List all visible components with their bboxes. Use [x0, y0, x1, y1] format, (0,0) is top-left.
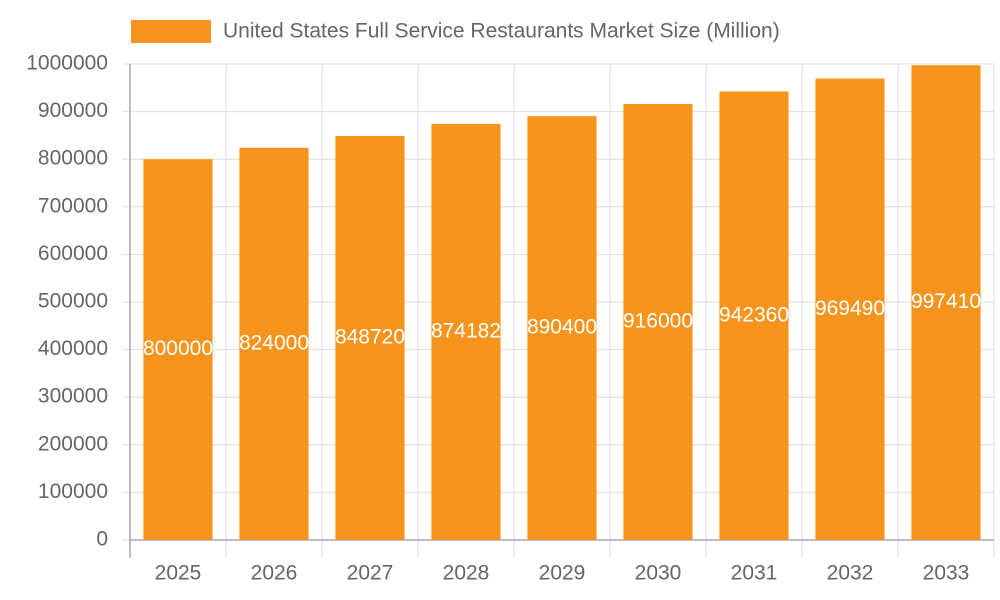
data-label: 800000 — [143, 337, 213, 360]
data-label: 997410 — [911, 290, 981, 313]
y-tick-label: 600000 — [38, 242, 108, 265]
y-tick-label: 900000 — [38, 99, 108, 122]
x-tick-label: 2025 — [155, 562, 202, 585]
bar — [719, 91, 789, 540]
x-tick-label: 2032 — [827, 562, 874, 585]
data-label: 824000 — [239, 331, 309, 354]
y-tick-label: 500000 — [38, 290, 108, 313]
x-tick-label: 2031 — [731, 562, 778, 585]
y-tick-label: 400000 — [38, 337, 108, 360]
bar — [815, 78, 885, 540]
bar — [911, 65, 981, 540]
bar — [527, 116, 597, 540]
y-tick-label: 700000 — [38, 194, 108, 217]
x-tick-label: 2033 — [923, 562, 970, 585]
bar — [143, 159, 213, 540]
y-tick-label: 300000 — [38, 385, 108, 408]
y-tick-label: 0 — [96, 528, 108, 551]
y-tick-label: 200000 — [38, 432, 108, 455]
legend-label: United States Full Service Restaurants M… — [223, 20, 780, 43]
legend-swatch — [131, 20, 211, 43]
y-tick-label: 800000 — [38, 147, 108, 170]
bar — [431, 123, 501, 540]
data-label: 848720 — [335, 326, 405, 349]
data-label: 890400 — [527, 316, 597, 339]
x-tick-label: 2027 — [347, 562, 394, 585]
data-label: 874182 — [431, 319, 501, 342]
data-label: 969490 — [815, 297, 885, 320]
data-label: 942360 — [719, 303, 789, 326]
bar — [335, 136, 405, 540]
bar — [239, 147, 309, 540]
x-tick-label: 2030 — [635, 562, 682, 585]
data-label: 916000 — [623, 310, 693, 333]
bar — [623, 103, 693, 540]
x-tick-label: 2028 — [443, 562, 490, 585]
y-tick-label: 1000000 — [26, 52, 108, 75]
y-tick-label: 100000 — [38, 480, 108, 503]
x-tick-label: 2029 — [539, 562, 586, 585]
x-tick-label: 2026 — [251, 562, 298, 585]
